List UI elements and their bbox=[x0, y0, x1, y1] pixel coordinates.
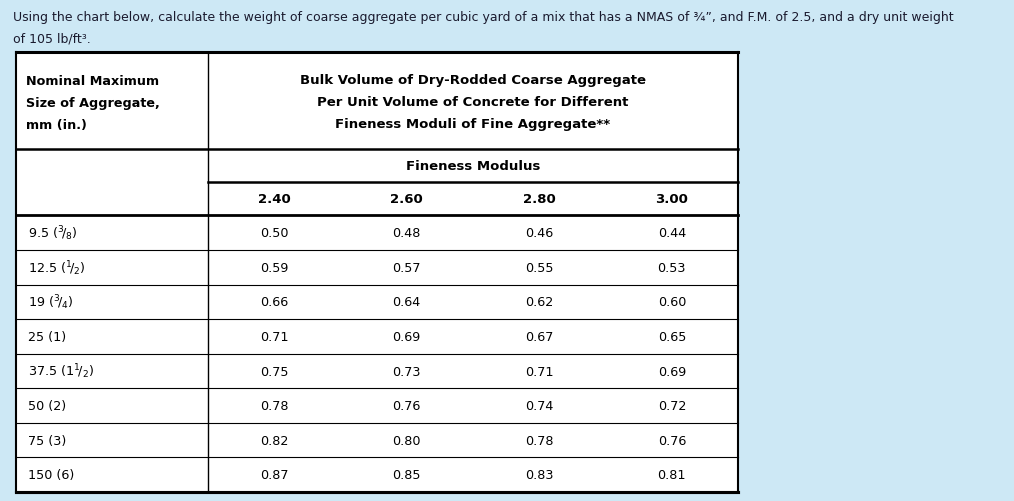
Text: 0.57: 0.57 bbox=[392, 262, 421, 274]
Text: Per Unit Volume of Concrete for Different: Per Unit Volume of Concrete for Differen… bbox=[317, 96, 629, 109]
Text: 0.67: 0.67 bbox=[525, 330, 554, 343]
Text: 0.50: 0.50 bbox=[260, 227, 288, 240]
Text: 0.65: 0.65 bbox=[658, 330, 686, 343]
Text: 75 (3): 75 (3) bbox=[27, 434, 66, 447]
Text: 0.69: 0.69 bbox=[392, 330, 421, 343]
Text: 50 (2): 50 (2) bbox=[27, 399, 66, 412]
Text: 2.40: 2.40 bbox=[258, 193, 290, 206]
Text: 0.69: 0.69 bbox=[658, 365, 686, 378]
Text: 0.76: 0.76 bbox=[658, 434, 686, 447]
Text: 12.5 ($^1\!/_2$): 12.5 ($^1\!/_2$) bbox=[27, 259, 85, 277]
Text: 0.64: 0.64 bbox=[392, 296, 421, 309]
Text: 0.66: 0.66 bbox=[260, 296, 288, 309]
Text: 37.5 ($1^1\!/_2$): 37.5 ($1^1\!/_2$) bbox=[27, 362, 93, 381]
Text: 0.78: 0.78 bbox=[525, 434, 554, 447]
Text: 3.00: 3.00 bbox=[655, 193, 689, 206]
Text: 0.85: 0.85 bbox=[392, 468, 421, 481]
Text: 0.74: 0.74 bbox=[525, 399, 554, 412]
Text: Nominal Maximum: Nominal Maximum bbox=[25, 75, 159, 88]
Text: 0.59: 0.59 bbox=[260, 262, 288, 274]
Text: 0.81: 0.81 bbox=[658, 468, 686, 481]
Text: 0.82: 0.82 bbox=[260, 434, 288, 447]
Text: Fineness Modulus: Fineness Modulus bbox=[406, 159, 540, 172]
Text: 0.76: 0.76 bbox=[392, 399, 421, 412]
Text: Bulk Volume of Dry-Rodded Coarse Aggregate: Bulk Volume of Dry-Rodded Coarse Aggrega… bbox=[300, 73, 646, 86]
Text: 19 ($^3\!/_4$): 19 ($^3\!/_4$) bbox=[27, 293, 73, 312]
Text: 0.75: 0.75 bbox=[260, 365, 288, 378]
Text: 9.5 ($^3\!/_8$): 9.5 ($^3\!/_8$) bbox=[27, 224, 77, 242]
Text: 0.44: 0.44 bbox=[658, 227, 686, 240]
Text: of 105 lb/ft³.: of 105 lb/ft³. bbox=[13, 33, 91, 46]
Text: 0.83: 0.83 bbox=[525, 468, 554, 481]
Text: 0.48: 0.48 bbox=[392, 227, 421, 240]
Text: 2.60: 2.60 bbox=[390, 193, 423, 206]
Text: 0.55: 0.55 bbox=[525, 262, 554, 274]
Text: Fineness Moduli of Fine Aggregate**: Fineness Moduli of Fine Aggregate** bbox=[336, 118, 610, 131]
Text: 0.73: 0.73 bbox=[392, 365, 421, 378]
Text: 0.87: 0.87 bbox=[260, 468, 288, 481]
Text: 0.72: 0.72 bbox=[658, 399, 686, 412]
Text: mm (in.): mm (in.) bbox=[25, 119, 86, 132]
Text: 150 (6): 150 (6) bbox=[27, 468, 74, 481]
Text: 0.71: 0.71 bbox=[525, 365, 554, 378]
Text: 25 (1): 25 (1) bbox=[27, 330, 66, 343]
Text: 0.53: 0.53 bbox=[658, 262, 686, 274]
Text: Using the chart below, calculate the weight of coarse aggregate per cubic yard o: Using the chart below, calculate the wei… bbox=[13, 11, 954, 24]
Text: 0.62: 0.62 bbox=[525, 296, 554, 309]
Text: 2.80: 2.80 bbox=[523, 193, 556, 206]
Text: 0.46: 0.46 bbox=[525, 227, 554, 240]
Text: Size of Aggregate,: Size of Aggregate, bbox=[25, 97, 159, 110]
Text: 0.80: 0.80 bbox=[392, 434, 421, 447]
Text: 0.60: 0.60 bbox=[658, 296, 686, 309]
Text: 0.71: 0.71 bbox=[260, 330, 288, 343]
Text: 0.78: 0.78 bbox=[260, 399, 288, 412]
